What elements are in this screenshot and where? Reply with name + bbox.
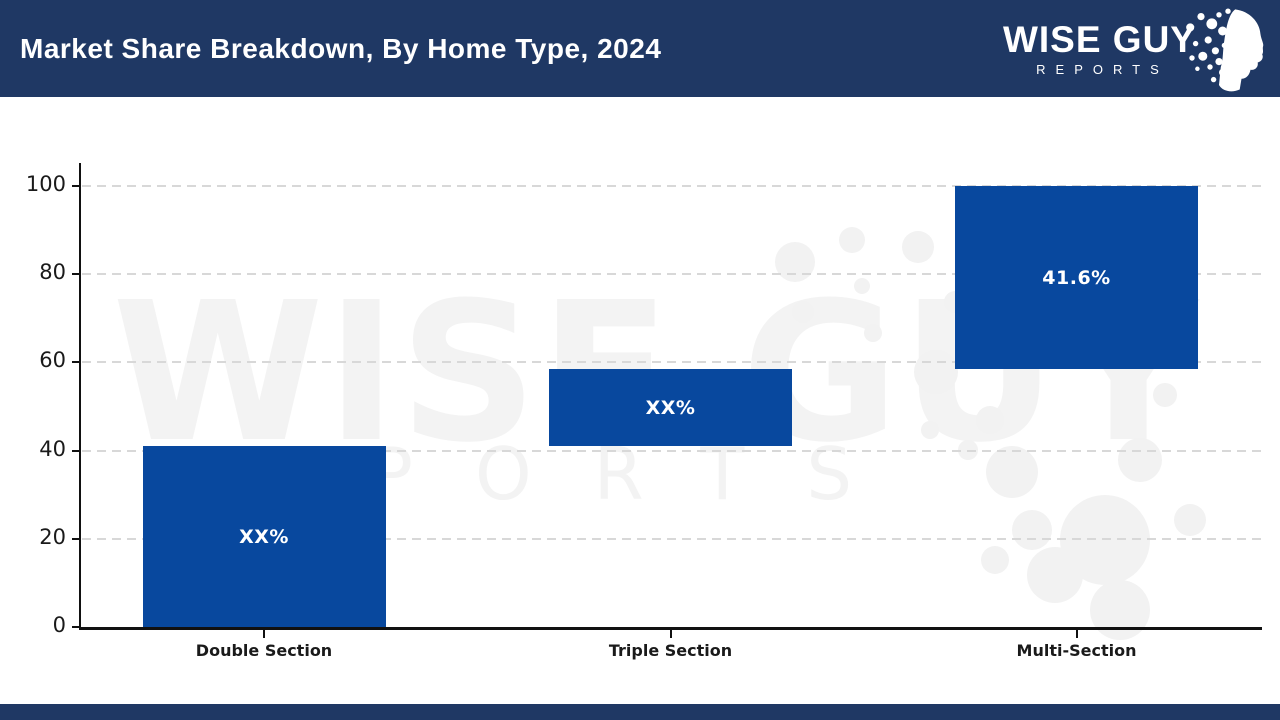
logo-subtitle: REPORTS [1036,62,1169,77]
y-tick-label: 40 [39,436,66,461]
wiseguy-logo-text: WISE GUY REPORTS [1003,21,1196,77]
wiseguy-logo: WISE GUY REPORTS [1003,4,1274,94]
y-tick-mark [72,273,80,276]
y-tick-label: 20 [39,524,66,549]
x-tick-mark [1075,630,1078,638]
bar-2: XX% [549,369,792,447]
x-category-label: Triple Section [608,641,733,660]
y-tick-mark [72,185,80,187]
bar-value-label: 41.6% [1042,266,1111,289]
bar-3: 41.6% [955,186,1198,370]
y-tick-label: 100 [25,172,66,196]
x-tick-mark [263,630,265,638]
logo-wordmark: WISE GUY [1002,19,1196,60]
bar-1: XX% [142,446,386,627]
y-tick-mark [72,449,80,452]
y-tick-label: 60 [39,348,66,373]
page-title: Market Share Breakdown, By Home Type, 20… [20,32,662,64]
y-axis-line [79,163,81,630]
bar-value-label: XX% [239,525,289,548]
y-tick-mark [72,626,80,628]
grid-line [82,361,1262,364]
grid-line [82,449,1262,452]
x-tick-mark [669,630,672,638]
y-tick-label: 0 [52,613,66,637]
dotted-face-profile-icon [1186,8,1264,92]
header-bar: Market Share Breakdown, By Home Type, 20… [0,0,1280,97]
grid-line [82,273,1262,276]
x-category-label: Double Section [195,641,333,660]
x-axis-line [79,627,1262,630]
y-tick-mark [72,361,80,364]
x-category-label: Multi-Section [1016,641,1137,660]
y-tick-label: 80 [39,260,66,285]
footer-bar [0,704,1280,720]
bar-value-label: XX% [645,396,696,419]
grid-line [82,537,1262,540]
grid-line [82,185,1262,187]
y-tick-mark [72,537,80,540]
